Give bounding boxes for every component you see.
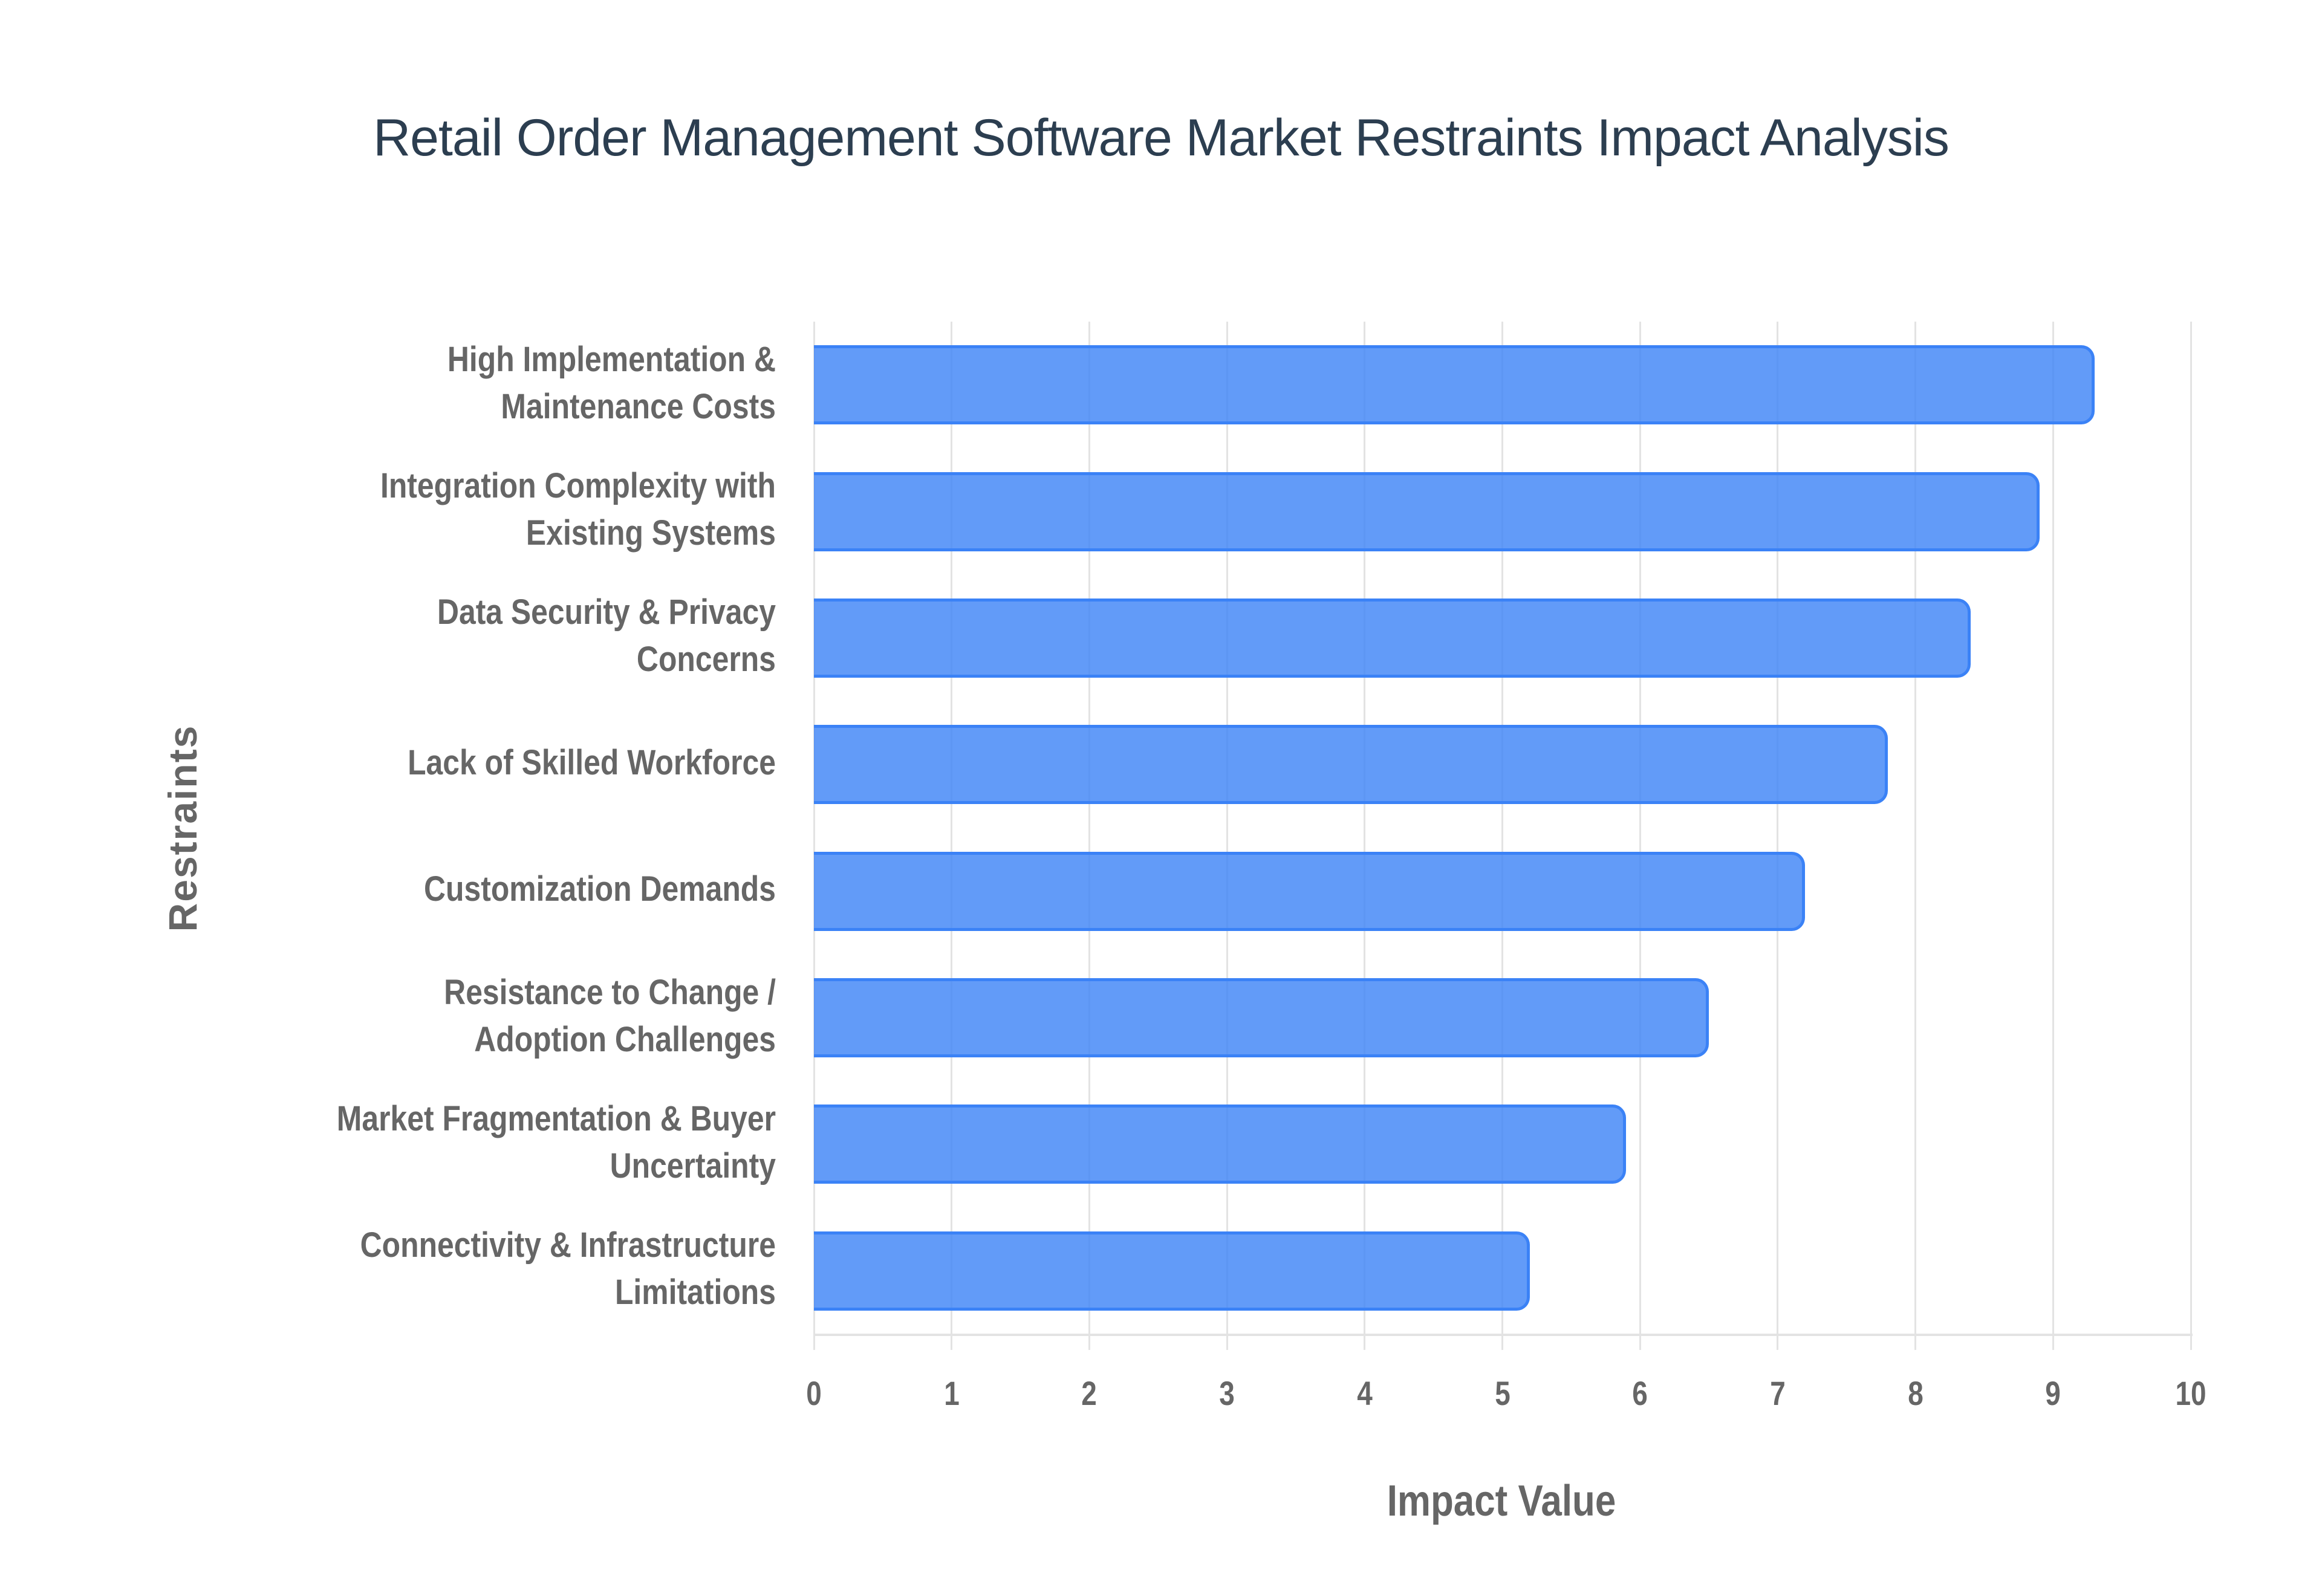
- bar[interactable]: [814, 472, 2040, 551]
- y-category-label-line: Customization Demands: [423, 869, 776, 909]
- x-tick-label: 0: [806, 1374, 822, 1412]
- y-axis-title: Restraints: [160, 724, 205, 932]
- gridline: [1777, 322, 1779, 1350]
- y-category-label: Integration Complexity with Existing Syst…: [204, 462, 776, 557]
- y-category-label: Customization Demands: [204, 866, 776, 913]
- gridline: [1226, 322, 1228, 1350]
- x-axis-line: [814, 1334, 2193, 1336]
- bar[interactable]: [814, 1231, 1530, 1311]
- gridline: [1364, 322, 1366, 1350]
- chart-title: Retail Order Management Software Market …: [373, 109, 1950, 167]
- gridline: [2190, 322, 2192, 1350]
- y-category-label-line: Data Security & Privacy: [437, 592, 776, 632]
- y-category-label: Data Security & Privacy Concerns: [204, 589, 776, 683]
- x-tick-label: 2: [1081, 1374, 1098, 1412]
- bar[interactable]: [814, 851, 1806, 931]
- y-category-label: High Implementation & Maintenance Costs: [204, 336, 776, 430]
- bar[interactable]: [814, 978, 1709, 1058]
- x-tick-label: 1: [943, 1374, 960, 1412]
- y-category-label: Market Fragmentation & Buyer Uncertainty: [204, 1095, 776, 1190]
- x-axis-title: Impact Value: [1387, 1477, 1616, 1525]
- bar[interactable]: [814, 725, 1888, 805]
- gridline: [1914, 322, 1917, 1350]
- y-category-label-line: Lack of Skilled Workforce: [408, 742, 776, 782]
- gridline: [951, 322, 953, 1350]
- y-category-label-line: Market Fragmentation & Buyer: [336, 1098, 776, 1138]
- x-tick-label: 3: [1219, 1374, 1235, 1412]
- bar[interactable]: [814, 598, 1971, 678]
- y-category-label-line: Concerns: [636, 640, 776, 680]
- y-category-label: Lack of Skilled Workforce: [204, 739, 776, 787]
- bar[interactable]: [814, 1105, 1627, 1184]
- x-tick-label: 5: [1494, 1374, 1511, 1412]
- y-category-label-line: Limitations: [614, 1273, 776, 1312]
- gridline: [813, 322, 815, 1350]
- y-category-label-line: High Implementation &: [447, 339, 776, 379]
- y-category-label-line: Resistance to Change /: [444, 972, 776, 1012]
- gridline: [1088, 322, 1090, 1350]
- y-category-label-line: Adoption Challenges: [474, 1019, 776, 1059]
- y-category-label-line: Maintenance Costs: [501, 386, 776, 426]
- x-tick-label: 7: [1770, 1374, 1786, 1412]
- x-tick-label: 10: [2175, 1374, 2207, 1412]
- x-tick-label: 4: [1357, 1374, 1373, 1412]
- y-category-label-line: Connectivity & Infrastructure: [360, 1225, 776, 1265]
- y-category-label: Resistance to Change / Adoption Challenge…: [204, 969, 776, 1063]
- x-tick-label: 8: [1907, 1374, 1924, 1412]
- gridline: [1501, 322, 1503, 1350]
- y-category-label: Connectivity & Infrastructure Limitations: [204, 1222, 776, 1316]
- gridline: [2052, 322, 2054, 1350]
- x-tick-label: 6: [1632, 1374, 1648, 1412]
- y-category-label-line: Uncertainty: [610, 1146, 776, 1186]
- gridline: [1639, 322, 1641, 1350]
- y-category-label-line: Integration Complexity with: [380, 466, 776, 506]
- x-tick-label: 9: [2045, 1374, 2061, 1412]
- y-category-label-line: Existing Systems: [525, 513, 776, 553]
- plot-area: [813, 322, 2193, 1350]
- bar[interactable]: [814, 345, 2095, 425]
